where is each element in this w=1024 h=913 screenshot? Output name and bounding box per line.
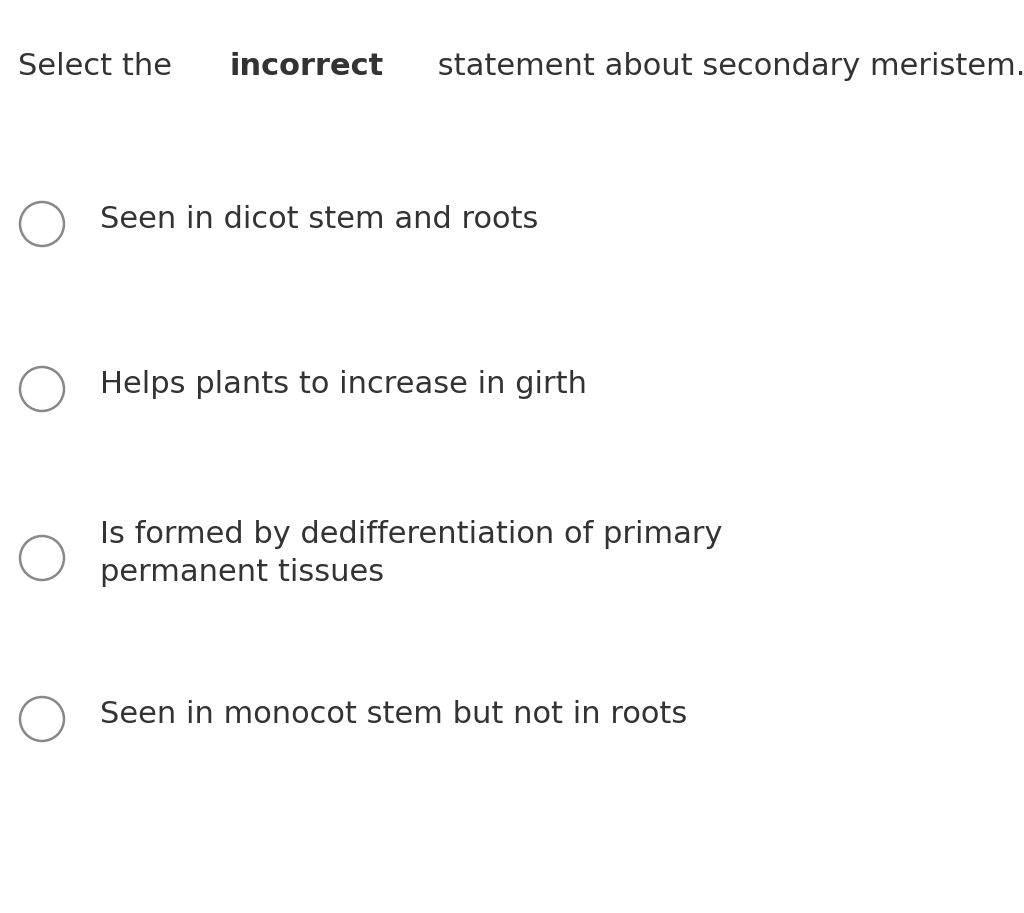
Text: Seen in dicot stem and roots: Seen in dicot stem and roots [100, 205, 539, 234]
Text: Seen in monocot stem but not in roots: Seen in monocot stem but not in roots [100, 700, 687, 729]
Text: Is formed by dedifferentiation of primary: Is formed by dedifferentiation of primar… [100, 520, 723, 549]
Text: Helps plants to increase in girth: Helps plants to increase in girth [100, 370, 587, 399]
Text: Select the: Select the [18, 52, 181, 81]
Text: permanent tissues: permanent tissues [100, 558, 384, 587]
Text: statement about secondary meristem.: statement about secondary meristem. [428, 52, 1024, 81]
Text: incorrect: incorrect [229, 52, 384, 81]
